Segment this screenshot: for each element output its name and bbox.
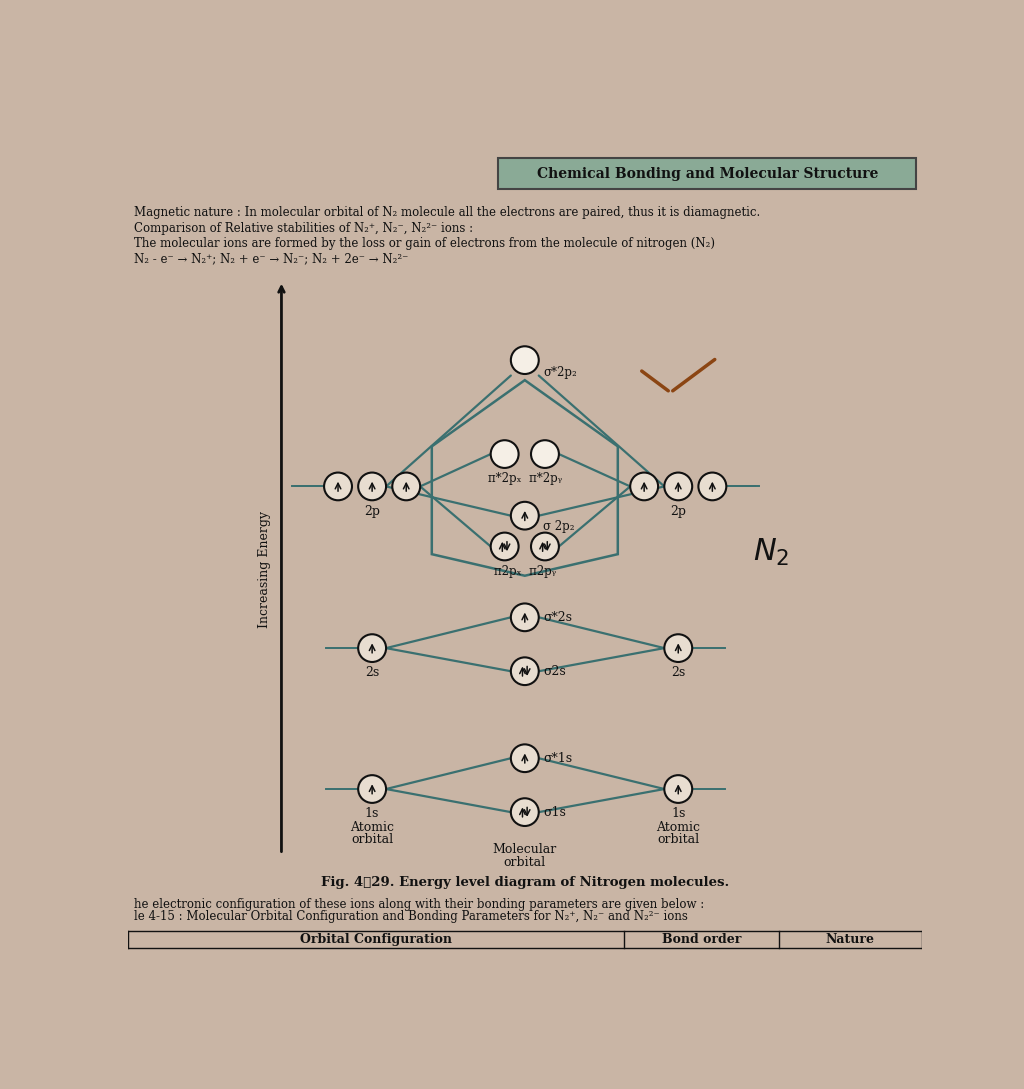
Text: π*2pₓ  π*2pᵧ: π*2pₓ π*2pᵧ: [487, 473, 562, 486]
Text: σ*2p₂: σ*2p₂: [544, 366, 578, 379]
Text: $N_2$: $N_2$: [753, 537, 790, 568]
Text: σ*1s: σ*1s: [544, 751, 572, 764]
Text: Atomic: Atomic: [350, 821, 394, 834]
Text: 2p: 2p: [671, 504, 686, 517]
Text: 2s: 2s: [671, 666, 685, 680]
Text: 1s: 1s: [365, 807, 379, 820]
Text: π2pₓ  π2pᵧ: π2pₓ π2pᵧ: [494, 564, 556, 577]
Text: Increasing Energy: Increasing Energy: [258, 511, 271, 628]
Text: Bond order: Bond order: [662, 933, 741, 946]
Circle shape: [511, 658, 539, 685]
Text: Fig. 4 29. Energy level diagram of Nitrogen molecules.: Fig. 4 29. Energy level diagram of Nitro…: [321, 876, 729, 889]
Circle shape: [511, 798, 539, 825]
Text: σ2s: σ2s: [544, 664, 566, 677]
Text: Comparison of Relative stabilities of N₂⁺, N₂⁻, N₂²⁻ ions :: Comparison of Relative stabilities of N₂…: [134, 221, 473, 234]
Circle shape: [665, 473, 692, 500]
Circle shape: [630, 473, 658, 500]
Circle shape: [392, 473, 420, 500]
Circle shape: [358, 473, 386, 500]
Circle shape: [665, 634, 692, 662]
Circle shape: [511, 745, 539, 772]
Circle shape: [531, 533, 559, 561]
Circle shape: [698, 473, 726, 500]
Text: Orbital Configuration: Orbital Configuration: [300, 933, 452, 946]
Circle shape: [511, 346, 539, 374]
Text: Molecular: Molecular: [493, 843, 557, 856]
Circle shape: [324, 473, 352, 500]
Text: le 4‐15 : Molecular Orbital Configuration and Bonding Parameters for N₂⁺, N₂⁻ an: le 4‐15 : Molecular Orbital Configuratio…: [134, 910, 688, 922]
Circle shape: [511, 603, 539, 632]
Text: Nature: Nature: [825, 933, 874, 946]
Text: he electronic configuration of these ions along with their bonding parameters ar: he electronic configuration of these ion…: [134, 897, 705, 910]
Text: The molecular ions are formed by the loss or gain of electrons from the molecule: The molecular ions are formed by the los…: [134, 237, 715, 250]
Circle shape: [511, 502, 539, 529]
FancyBboxPatch shape: [499, 158, 916, 189]
Circle shape: [490, 533, 518, 561]
Text: orbital: orbital: [351, 833, 393, 846]
Text: σ*2s: σ*2s: [544, 611, 572, 624]
Circle shape: [490, 440, 518, 468]
Text: σ 2p₂: σ 2p₂: [544, 519, 574, 533]
Text: 2s: 2s: [365, 666, 379, 680]
Text: Magnetic nature : In molecular orbital of N₂ molecule all the electrons are pair: Magnetic nature : In molecular orbital o…: [134, 206, 761, 219]
Circle shape: [665, 775, 692, 803]
Text: orbital: orbital: [657, 833, 699, 846]
Text: σ1s: σ1s: [544, 806, 566, 819]
Text: N₂ - e⁻ → N₂⁺; N₂ + e⁻ → N₂⁻; N₂ + 2e⁻ → N₂²⁻: N₂ - e⁻ → N₂⁺; N₂ + e⁻ → N₂⁻; N₂ + 2e⁻ →…: [134, 253, 409, 266]
Circle shape: [358, 634, 386, 662]
Circle shape: [358, 775, 386, 803]
Text: 2p: 2p: [365, 504, 380, 517]
Text: 1s: 1s: [671, 807, 685, 820]
Text: Atomic: Atomic: [656, 821, 700, 834]
Circle shape: [531, 440, 559, 468]
Text: Chemical Bonding and Molecular Structure: Chemical Bonding and Molecular Structure: [537, 167, 878, 181]
Text: orbital: orbital: [504, 856, 546, 869]
